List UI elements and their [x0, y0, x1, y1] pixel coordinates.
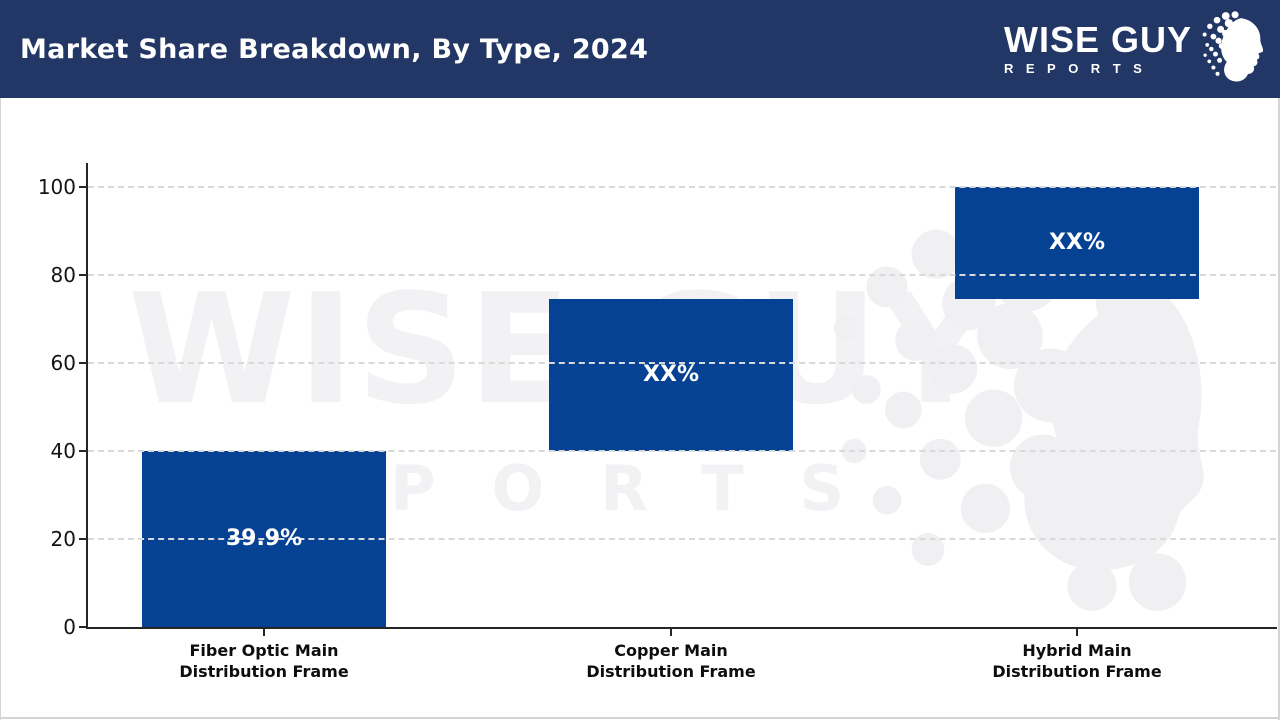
- category-line: Copper Main: [614, 641, 728, 660]
- category-line: Distribution Frame: [992, 662, 1162, 681]
- y-tick-label-60: 60: [50, 351, 76, 375]
- face-profile-icon: [1202, 11, 1264, 82]
- bar-value-hybrid: XX%: [1049, 230, 1105, 255]
- gridline-100: [88, 186, 1276, 188]
- y-tick-80: [79, 274, 86, 276]
- wise-guy-reports-logo: WISE GUY REPORTS: [1004, 0, 1266, 98]
- header-bar: Market Share Breakdown, By Type, 2024 WI…: [0, 0, 1280, 98]
- bar-value-copper: XX%: [643, 362, 699, 387]
- category-line: Hybrid Main: [1022, 641, 1132, 660]
- logo-subtitle: REPORTS: [1003, 61, 1155, 76]
- y-axis-line: [86, 163, 88, 629]
- category-line: Distribution Frame: [179, 662, 349, 681]
- x-tick-fiber-optic: [263, 629, 265, 636]
- logo-wordmark: WISE GUY: [1003, 19, 1192, 60]
- bar-copper: [549, 299, 793, 451]
- category-label-hybrid: Hybrid Main Distribution Frame: [927, 640, 1227, 682]
- logo-text: WISE GUY REPORTS: [1003, 19, 1192, 77]
- category-line: Fiber Optic Main: [189, 641, 339, 660]
- y-tick-20: [79, 538, 86, 540]
- x-tick-hybrid: [1076, 629, 1078, 636]
- gridline-80: [88, 274, 1276, 276]
- category-label-fiber-optic: Fiber Optic Main Distribution Frame: [114, 640, 414, 682]
- bar-hybrid: [955, 187, 1199, 299]
- category-label-copper: Copper Main Distribution Frame: [521, 640, 821, 682]
- y-tick-label-80: 80: [50, 263, 76, 287]
- y-tick-label-0: 0: [63, 615, 76, 639]
- figure-border-left: [0, 98, 1, 720]
- x-tick-copper: [670, 629, 672, 636]
- bar-value-fiber-optic: 39.9%: [225, 526, 303, 551]
- gridline-60: [88, 362, 1276, 364]
- y-tick-100: [79, 186, 86, 188]
- y-tick-40: [79, 450, 86, 452]
- y-tick-0: [79, 626, 86, 628]
- x-axis-line: [86, 627, 1277, 629]
- figure-border-right: [1278, 98, 1280, 720]
- category-line: Distribution Frame: [586, 662, 756, 681]
- page-title: Market Share Breakdown, By Type, 2024: [20, 33, 649, 65]
- y-tick-label-100: 100: [37, 175, 76, 199]
- y-tick-60: [79, 362, 86, 364]
- y-tick-label-20: 20: [50, 527, 76, 551]
- gridline-40: [88, 450, 1276, 452]
- figure-border-bottom: [0, 717, 1280, 719]
- gridline-20: [88, 538, 1276, 540]
- y-tick-label-40: 40: [50, 439, 76, 463]
